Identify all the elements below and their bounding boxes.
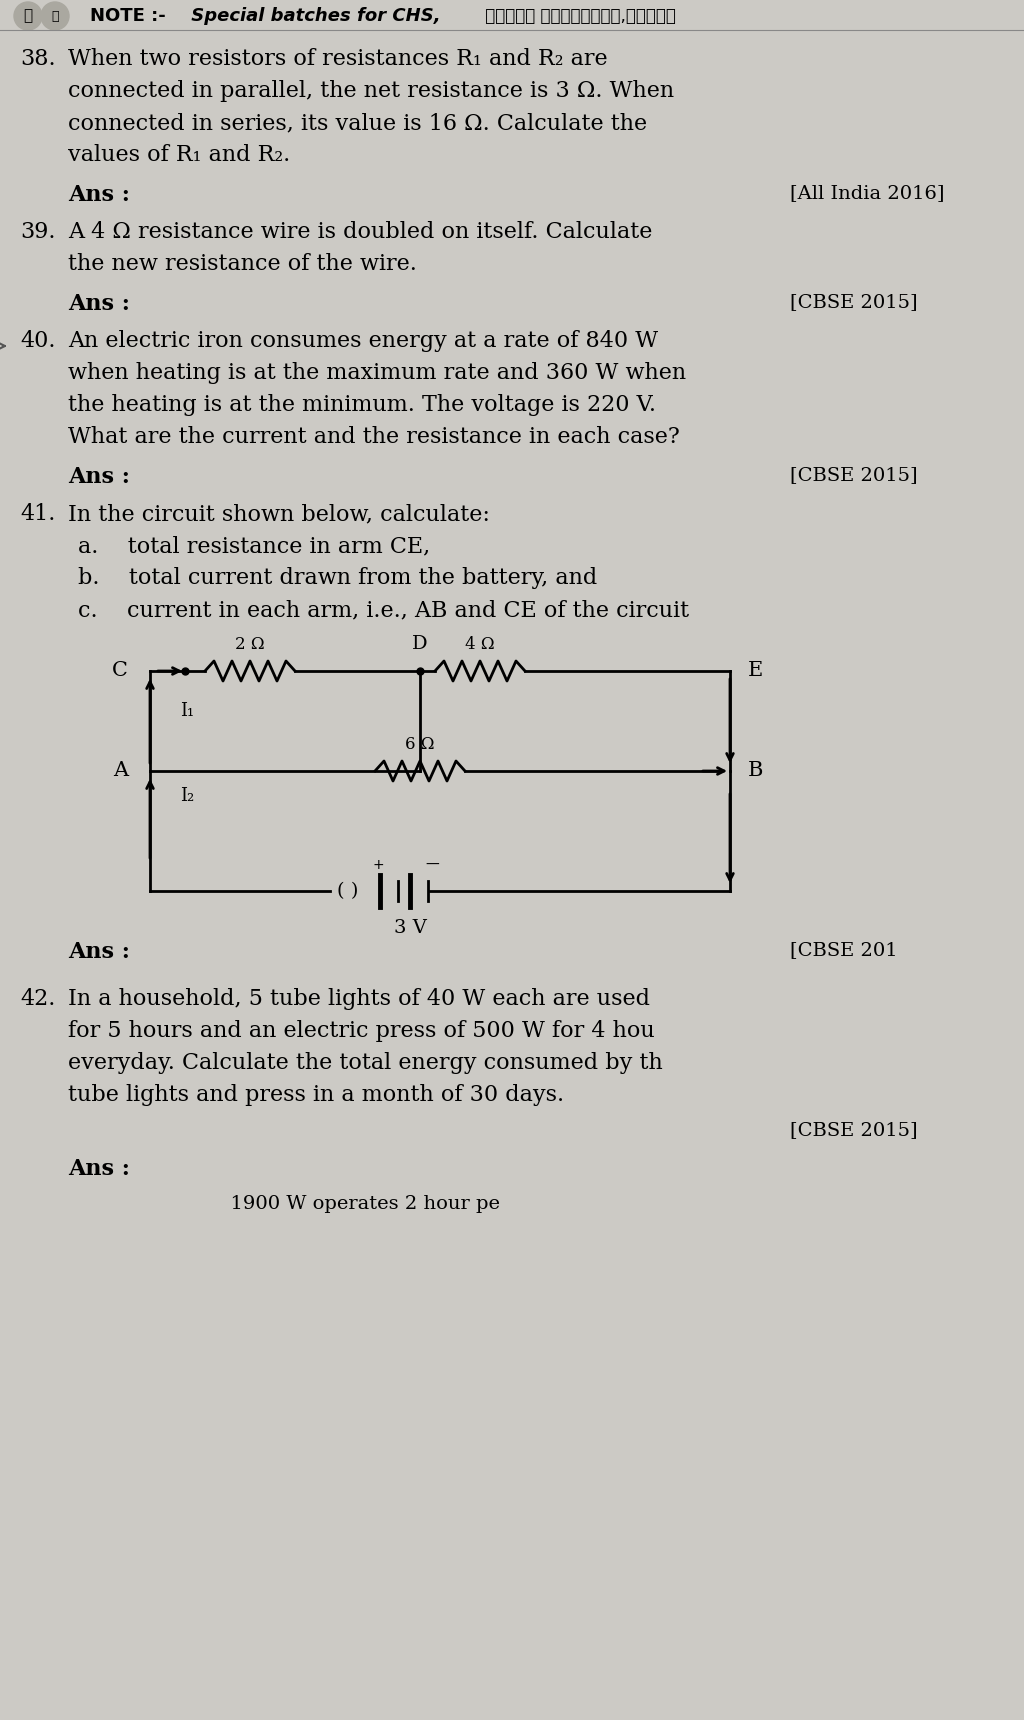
Text: when heating is at the maximum rate and 360 W when: when heating is at the maximum rate and … [68,361,686,384]
Text: tube lights and press in a month of 30 days.: tube lights and press in a month of 30 d… [68,1084,564,1106]
Text: Ans :: Ans : [68,184,130,206]
Text: [CBSE 201: [CBSE 201 [790,941,898,960]
Text: connected in parallel, the net resistance is 3 Ω. When: connected in parallel, the net resistanc… [68,81,674,101]
Text: Ⓡ: Ⓡ [51,10,58,22]
Text: 1900 W operates 2 hour pe: 1900 W operates 2 hour pe [68,1195,500,1213]
Text: ( ): ( ) [337,882,358,900]
Circle shape [14,2,42,29]
Text: In the circuit shown below, calculate:: In the circuit shown below, calculate: [68,502,489,525]
Text: NOTE :-: NOTE :- [90,7,166,26]
Text: 3 V: 3 V [393,918,426,937]
Text: 2 Ω: 2 Ω [236,636,265,654]
Text: b.  total current drawn from the battery, and: b. total current drawn from the battery,… [78,568,597,588]
Text: Ⓜ: Ⓜ [24,9,33,24]
Text: c.  current in each arm, i.e., AB and CE of the circuit: c. current in each arm, i.e., AB and CE … [78,599,689,621]
Text: [CBSE 2015]: [CBSE 2015] [790,1121,918,1139]
Text: 38.: 38. [20,48,55,71]
Text: When two resistors of resistances R₁ and R₂ are: When two resistors of resistances R₁ and… [68,48,607,71]
Text: +: + [372,858,384,872]
Text: Ans :: Ans : [68,941,130,963]
Text: 6 Ω: 6 Ω [406,736,435,753]
Text: the heating is at the minimum. The voltage is 220 V.: the heating is at the minimum. The volta… [68,394,656,416]
Text: Special batches for CHS,: Special batches for CHS, [185,7,440,26]
Text: 4 Ω: 4 Ω [465,636,495,654]
Text: 39.: 39. [20,220,55,243]
Text: 41.: 41. [20,502,55,525]
Text: C: C [112,662,128,681]
Text: नवोदय विद्यालय,सैनिक: नवोदय विद्यालय,सैनिक [480,7,676,26]
Text: connected in series, its value is 16 Ω. Calculate the: connected in series, its value is 16 Ω. … [68,112,647,134]
Text: An electric iron consumes energy at a rate of 840 W: An electric iron consumes energy at a ra… [68,330,658,353]
Text: Ans :: Ans : [68,466,130,488]
Text: B: B [748,762,763,781]
Text: What are the current and the resistance in each case?: What are the current and the resistance … [68,427,680,447]
Text: In a household, 5 tube lights of 40 W each are used: In a household, 5 tube lights of 40 W ea… [68,987,650,1010]
Text: —: — [425,858,439,872]
Text: E: E [748,662,763,681]
Text: for 5 hours and an electric press of 500 W for 4 hou: for 5 hours and an electric press of 500… [68,1020,654,1042]
Text: I₂: I₂ [180,788,195,805]
Text: [All India 2016]: [All India 2016] [790,184,944,201]
Text: Ans :: Ans : [68,1158,130,1180]
Text: D: D [413,635,428,654]
Text: values of R₁ and R₂.: values of R₁ and R₂. [68,144,290,167]
Text: [CBSE 2015]: [CBSE 2015] [790,292,918,311]
Text: Ans :: Ans : [68,292,130,315]
Text: A 4 Ω resistance wire is doubled on itself. Calculate: A 4 Ω resistance wire is doubled on itse… [68,220,652,243]
Text: a.  total resistance in arm CE,: a. total resistance in arm CE, [78,535,430,557]
Text: the new resistance of the wire.: the new resistance of the wire. [68,253,417,275]
Text: [CBSE 2015]: [CBSE 2015] [790,466,918,483]
Text: 40.: 40. [20,330,55,353]
Text: 42.: 42. [20,987,55,1010]
Text: I₁: I₁ [180,702,195,721]
Text: A: A [113,762,128,781]
Text: everyday. Calculate the total energy consumed by th: everyday. Calculate the total energy con… [68,1053,663,1073]
Circle shape [41,2,69,29]
